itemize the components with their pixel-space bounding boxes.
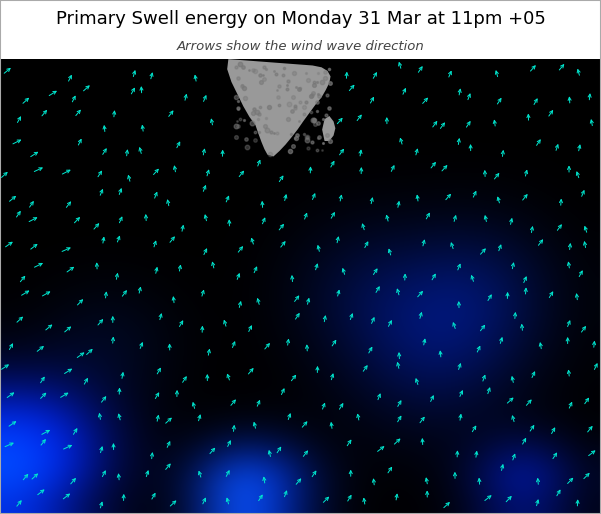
Polygon shape bbox=[227, 59, 331, 156]
Text: Primary Swell energy on Monday 31 Mar at 11pm +05: Primary Swell energy on Monday 31 Mar at… bbox=[55, 10, 546, 28]
Text: Arrows show the wind wave direction: Arrows show the wind wave direction bbox=[177, 40, 424, 52]
Polygon shape bbox=[322, 116, 335, 141]
